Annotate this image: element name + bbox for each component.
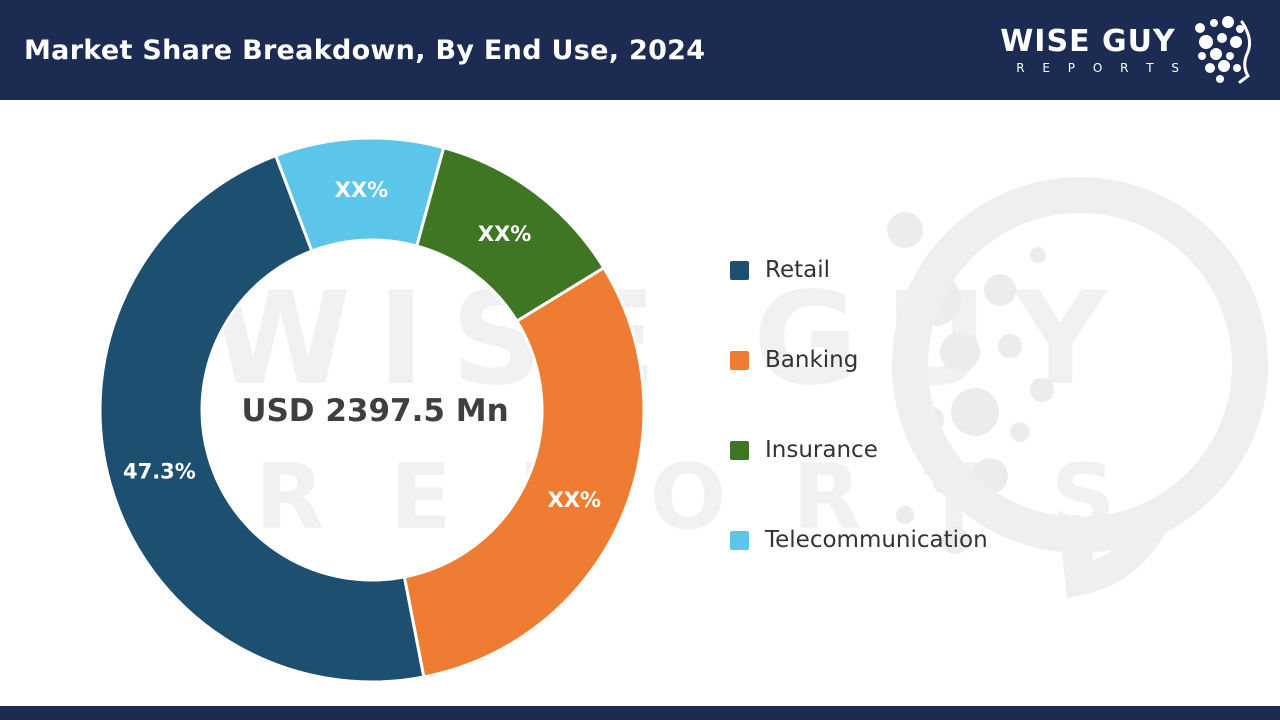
legend-label-banking: Banking [765, 347, 859, 373]
segment-label-banking: XX% [548, 488, 601, 512]
watermark-head-icon [887, 177, 1268, 598]
page-title: Market Share Breakdown, By End Use, 2024 [24, 34, 706, 66]
brand-logo-tagline: R E P O R T S [1016, 60, 1186, 75]
legend-label-telecommunication: Telecommunication [765, 527, 988, 553]
header-bar: Market Share Breakdown, By End Use, 2024… [0, 0, 1280, 100]
segment-label-insurance: XX% [478, 222, 531, 246]
legend-label-retail: Retail [765, 257, 830, 283]
footer-bar [0, 706, 1280, 720]
donut-segment-banking [402, 265, 646, 679]
brand-logo-text: WISE GUY R E P O R T S [1000, 23, 1186, 75]
donut-center-value: USD 2397.5 Mn [241, 393, 508, 429]
segment-label-telecommunication: XX% [335, 178, 388, 202]
chart-area: WISE GUY REPORTS USD 2397.5 Mn 47.3% XX% X… [0, 100, 1280, 706]
legend-swatch-telecommunication [730, 530, 749, 550]
donut-chart: USD 2397.5 Mn 47.3% XX% XX% XX% [98, 136, 646, 684]
segment-label-retail: 47.3% [123, 459, 196, 483]
brand-logo: WISE GUY R E P O R T S [1000, 14, 1254, 86]
donut-segment-retail [98, 153, 426, 684]
legend-label-insurance: Insurance [765, 437, 878, 463]
legend-item-telecommunication: Telecommunication [730, 522, 988, 558]
brand-logo-name: WISE GUY [1000, 23, 1176, 59]
legend-swatch-banking [730, 350, 749, 370]
legend-item-retail: Retail [730, 252, 988, 288]
legend-swatch-retail [730, 260, 749, 280]
legend-item-insurance: Insurance [730, 432, 988, 468]
legend-item-banking: Banking [730, 342, 988, 378]
brand-logo-head-icon [1195, 16, 1252, 84]
legend-swatch-insurance [730, 440, 749, 460]
chart-legend: Retail Banking Insurance Telecommunicati… [730, 252, 988, 612]
